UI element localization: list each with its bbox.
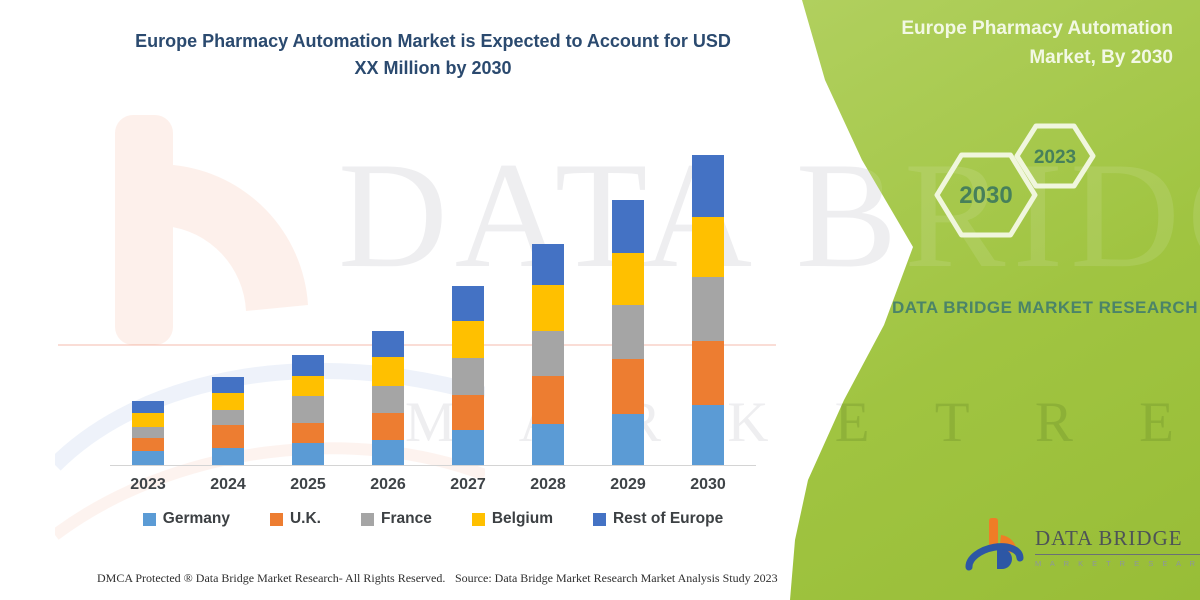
bar-segment-germany <box>372 440 404 465</box>
x-axis-label: 2029 <box>610 476 646 493</box>
bar-segment-belgium <box>612 253 644 305</box>
data-bridge-logo-icon <box>965 518 1024 571</box>
x-axis-label: 2027 <box>450 476 486 493</box>
bar-segment-rest-of-europe <box>532 244 564 285</box>
hexagon-2030-label: 2030 <box>959 182 1012 209</box>
bar-segment-germany <box>532 424 564 465</box>
bar-segment-belgium <box>372 357 404 386</box>
stacked-bar-2024 <box>212 377 244 465</box>
x-axis-label: 2025 <box>290 476 326 493</box>
bar-segment-france <box>132 427 164 438</box>
chart-legend: Germany U.K. France Belgium Rest of Europe <box>110 510 756 528</box>
bar-segment-france <box>532 331 564 376</box>
stacked-bar-2023 <box>132 401 164 465</box>
bar-segment-rest-of-europe <box>212 377 244 393</box>
legend-item: Germany <box>142 510 230 528</box>
bar-segment-belgium <box>452 321 484 358</box>
bar-segment-u-k- <box>612 359 644 414</box>
bar-segment-belgium <box>132 413 164 427</box>
legend-swatch-icon <box>592 512 606 526</box>
side-panel: DATA BRIDGE M A R K E T R E S E A R C H … <box>790 0 1200 600</box>
bar-segment-belgium <box>292 376 324 396</box>
x-axis-label: 2026 <box>370 476 406 493</box>
legend-label: Belgium <box>491 510 553 527</box>
bar-segment-france <box>692 277 724 341</box>
legend-item: Belgium <box>471 510 553 528</box>
bar-segment-u-k- <box>532 376 564 424</box>
bar-segment-u-k- <box>292 423 324 443</box>
plot-area <box>110 140 756 466</box>
dmca-notice: DMCA Protected ® Data Bridge Market Rese… <box>97 571 446 585</box>
panel-heading: Europe Pharmacy Automation Market, By 20… <box>901 18 1173 69</box>
bar-segment-rest-of-europe <box>132 401 164 413</box>
legend-swatch-icon <box>269 512 283 526</box>
bar-segment-belgium <box>692 217 724 277</box>
chart-title: Europe Pharmacy Automation Market is Exp… <box>110 28 756 82</box>
chart-title-text: Europe Pharmacy Automation Market is Exp… <box>135 31 731 78</box>
bar-segment-u-k- <box>692 341 724 405</box>
logo-name: DATA BRIDGE <box>1035 526 1200 555</box>
bar-segment-rest-of-europe <box>692 155 724 217</box>
bar-segment-germany <box>212 448 244 465</box>
bar-segment-rest-of-europe <box>612 200 644 253</box>
source-note: Source: Data Bridge Market Research Mark… <box>455 571 778 585</box>
stacked-bar-2028 <box>532 244 564 465</box>
brand-caption: DATA BRIDGE MARKET RESEARCH <box>892 298 1198 317</box>
bar-segment-france <box>612 305 644 359</box>
bar-segment-germany <box>292 443 324 465</box>
legend-label: Germany <box>162 510 230 527</box>
bar-segment-u-k- <box>372 413 404 440</box>
bar-segment-u-k- <box>212 425 244 448</box>
legend-label: France <box>380 510 432 527</box>
legend-item: France <box>360 510 432 528</box>
x-axis-label: 2028 <box>530 476 566 493</box>
hexagon-2023-label: 2023 <box>1034 147 1076 168</box>
logo-tagline: M A R K E T R E S E A R C H <box>1035 559 1200 568</box>
stacked-bar-2025 <box>292 355 324 465</box>
bar-segment-rest-of-europe <box>452 286 484 321</box>
legend-label: U.K. <box>289 510 321 527</box>
logo-block: DATA BRIDGE M A R K E T R E S E A R C H <box>963 515 1200 579</box>
bar-segment-rest-of-europe <box>372 331 404 357</box>
hexagons-graphic: 2030 2023 <box>934 123 1096 238</box>
legend-swatch-icon <box>142 512 156 526</box>
stacked-bar-2029 <box>612 200 644 465</box>
bar-segment-germany <box>132 451 164 465</box>
bar-segment-u-k- <box>132 438 164 451</box>
bar-segment-germany <box>692 405 724 465</box>
bar-segment-belgium <box>532 285 564 331</box>
bar-segment-rest-of-europe <box>292 355 324 376</box>
x-axis-label: 2023 <box>130 476 166 493</box>
legend-item: U.K. <box>269 510 321 528</box>
x-axis-label: 2024 <box>210 476 246 493</box>
hexagon-2030-icon <box>934 152 1038 238</box>
bar-segment-france <box>292 396 324 423</box>
bar-segment-france <box>452 358 484 395</box>
hexagon-2023-icon <box>1014 123 1096 189</box>
stacked-bar-2027 <box>452 286 484 465</box>
bar-segment-germany <box>612 414 644 465</box>
legend-label: Rest of Europe <box>612 510 724 527</box>
stacked-bar-2030 <box>692 155 724 465</box>
legend-swatch-icon <box>360 512 374 526</box>
legend-swatch-icon <box>471 512 485 526</box>
x-axis-label: 2030 <box>690 476 726 493</box>
stacked-bar-2026 <box>372 331 404 465</box>
bar-segment-france <box>372 386 404 413</box>
bar-segment-belgium <box>212 393 244 410</box>
bar-segment-germany <box>452 430 484 465</box>
x-axis-labels: 2023 2024 2025 2026 2027 2028 2029 2030 <box>110 476 756 498</box>
bar-segment-france <box>212 410 244 425</box>
legend-item: Rest of Europe <box>592 510 724 528</box>
bar-segment-u-k- <box>452 395 484 430</box>
